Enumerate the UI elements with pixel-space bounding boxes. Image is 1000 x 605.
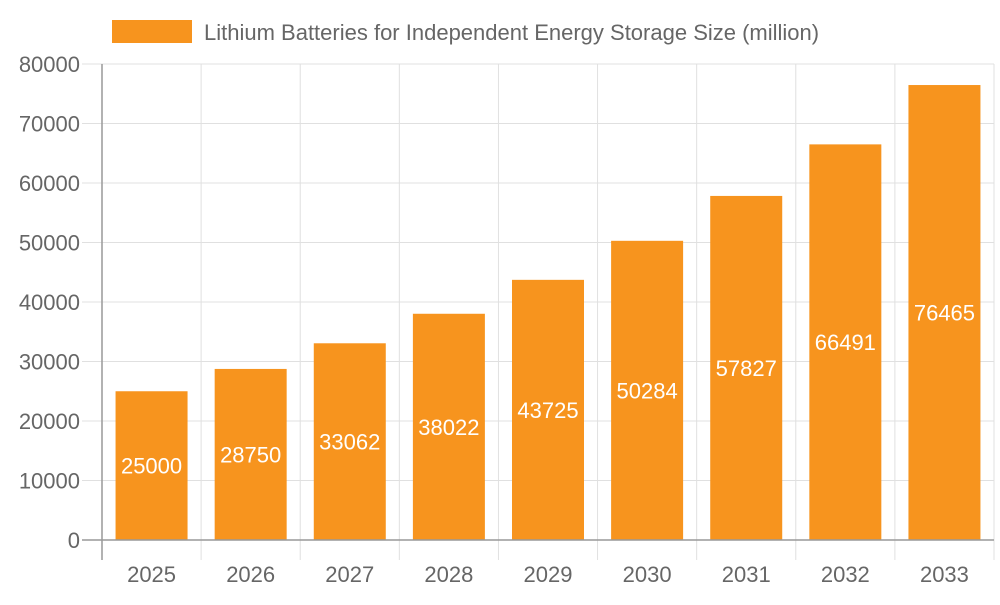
y-tick-label: 40000 bbox=[19, 290, 80, 315]
x-tick-label: 2033 bbox=[920, 562, 969, 587]
x-tick-label: 2028 bbox=[424, 562, 473, 587]
x-tick-label: 2029 bbox=[524, 562, 573, 587]
legend-label: Lithium Batteries for Independent Energy… bbox=[204, 20, 819, 45]
legend[interactable]: Lithium Batteries for Independent Energy… bbox=[112, 20, 819, 45]
bar bbox=[809, 144, 882, 541]
data-label: 43725 bbox=[517, 398, 578, 423]
y-tick-label: 60000 bbox=[19, 171, 80, 196]
y-tick-label: 10000 bbox=[19, 469, 80, 494]
x-tick-label: 2031 bbox=[722, 562, 771, 587]
y-tick-label: 80000 bbox=[19, 52, 80, 77]
bar bbox=[611, 240, 684, 541]
bars: 25000 28750 33062 38022 43725 50284 57827 66491… bbox=[115, 85, 981, 541]
legend-swatch bbox=[112, 20, 192, 43]
data-label: 76465 bbox=[914, 301, 975, 326]
x-tick-label: 2025 bbox=[127, 562, 176, 587]
data-label: 25000 bbox=[121, 454, 182, 479]
y-tick-label: 50000 bbox=[19, 231, 80, 256]
bar bbox=[412, 313, 485, 540]
bar bbox=[313, 343, 386, 540]
y-tick-label: 20000 bbox=[19, 409, 80, 434]
y-tick-label: 30000 bbox=[19, 350, 80, 375]
bar bbox=[908, 85, 981, 540]
x-tick-label: 2027 bbox=[325, 562, 374, 587]
y-tick-label: 70000 bbox=[19, 112, 80, 137]
data-label: 28750 bbox=[220, 442, 281, 467]
x-tick-label: 2032 bbox=[821, 562, 870, 587]
bar bbox=[214, 368, 287, 540]
data-label: 50284 bbox=[617, 378, 678, 403]
x-tick-label: 2026 bbox=[226, 562, 275, 587]
bar bbox=[710, 195, 783, 540]
data-label: 38022 bbox=[418, 415, 479, 440]
bar bbox=[115, 391, 188, 540]
x-tick-label: 2030 bbox=[623, 562, 672, 587]
data-label: 66491 bbox=[815, 330, 876, 355]
axes: 0 10000 20000 30000 40000 50000 60000 70000 8000… bbox=[19, 52, 994, 587]
bar bbox=[512, 279, 584, 540]
y-tick-label: 0 bbox=[68, 528, 80, 553]
data-label: 57827 bbox=[716, 356, 777, 381]
data-label: 33062 bbox=[319, 430, 380, 455]
